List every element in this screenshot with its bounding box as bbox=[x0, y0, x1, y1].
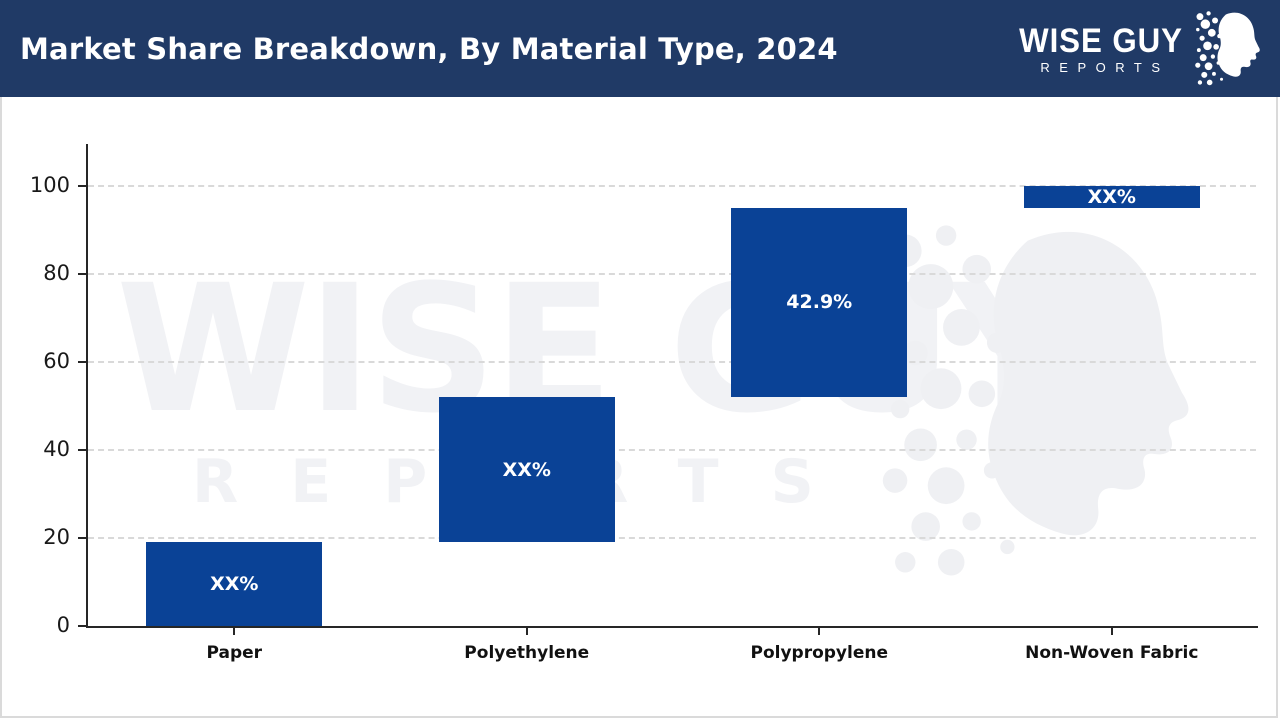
x-category-label: Paper bbox=[206, 643, 263, 663]
x-axis-line bbox=[86, 626, 1258, 628]
x-tick-2 bbox=[818, 628, 821, 635]
y-tick-label-80: 80 bbox=[43, 261, 70, 285]
brand-logo: WISE GUY REPORTS bbox=[1012, 6, 1270, 92]
header-bar: Market Share Breakdown, By Material Type… bbox=[0, 0, 1280, 97]
brand-face-icon bbox=[1195, 11, 1260, 86]
x-tick-1 bbox=[525, 628, 528, 635]
gridline-40 bbox=[88, 449, 1256, 451]
x-category-label: Non-Woven Fabric bbox=[1025, 643, 1199, 663]
gridline-100 bbox=[88, 185, 1256, 187]
x-category-label: Polypropylene bbox=[750, 643, 889, 663]
y-tick-label-0: 0 bbox=[56, 613, 70, 637]
x-tick-0 bbox=[233, 628, 236, 635]
gridline-80 bbox=[88, 273, 1256, 275]
y-tick-label-40: 40 bbox=[43, 437, 70, 461]
y-tick-label-60: 60 bbox=[43, 349, 70, 373]
bar-value-label: XX% bbox=[502, 458, 551, 481]
x-tick-3 bbox=[1110, 628, 1113, 635]
bar-polypropylene: 42.9% bbox=[731, 208, 908, 397]
y-tick-label-100: 100 bbox=[29, 173, 70, 197]
brand-wordmark: WISE GUY bbox=[1019, 22, 1183, 60]
x-category-label: Polyethylene bbox=[464, 643, 590, 663]
bar-paper: XX% bbox=[146, 542, 323, 626]
brand-logo-text: WISE GUY REPORTS bbox=[1012, 24, 1190, 74]
y-tick-0 bbox=[78, 625, 86, 627]
y-tick-40 bbox=[78, 449, 86, 451]
chart-title: Market Share Breakdown, By Material Type… bbox=[20, 31, 838, 66]
y-tick-100 bbox=[78, 185, 86, 187]
brand-reports-text: REPORTS bbox=[1040, 60, 1170, 75]
y-tick-60 bbox=[78, 361, 86, 363]
y-tick-label-20: 20 bbox=[43, 525, 70, 549]
bar-value-label: 42.9% bbox=[786, 291, 853, 314]
gridline-20 bbox=[88, 537, 1256, 539]
gridline-60 bbox=[88, 361, 1256, 363]
y-tick-80 bbox=[78, 273, 86, 275]
watermark-face-icon bbox=[882, 225, 1189, 576]
y-tick-20 bbox=[78, 537, 86, 539]
bar-value-label: XX% bbox=[1087, 186, 1136, 208]
bar-polyethylene: XX% bbox=[438, 396, 615, 543]
bar-non-woven-fabric: XX% bbox=[1023, 186, 1200, 208]
bar-value-label: XX% bbox=[210, 573, 259, 596]
y-axis-line bbox=[86, 144, 88, 628]
chart-plot-area: 0 20 40 60 80 100 XX% Paper XX% Polyethylene 42.9%… bbox=[30, 144, 1258, 663]
